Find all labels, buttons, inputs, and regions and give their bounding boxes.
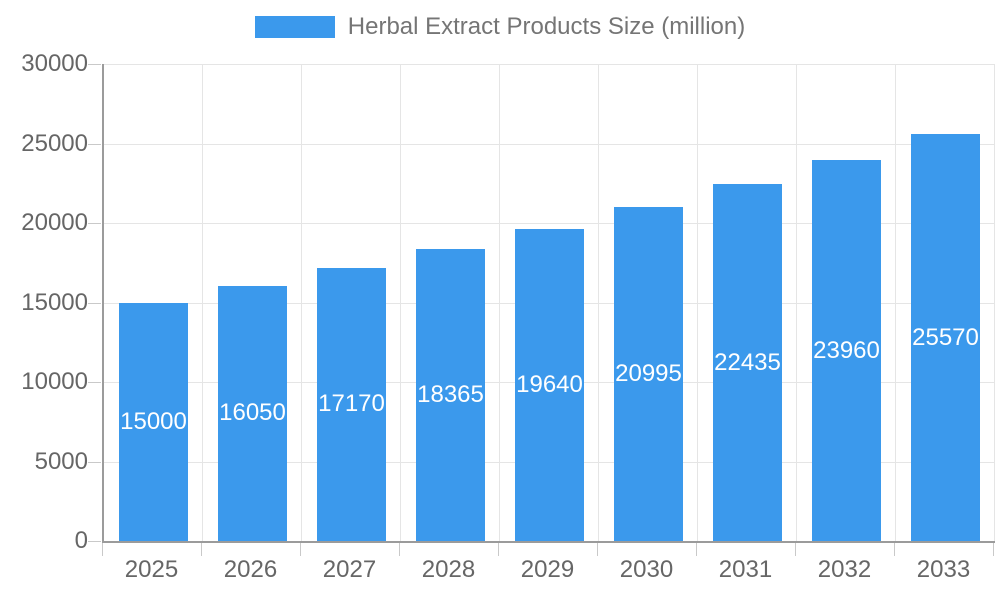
- bar-2031[interactable]: [712, 184, 783, 541]
- x-gridline: [202, 64, 203, 541]
- x-gridline: [994, 64, 995, 541]
- x-axis-tick-label: 2030: [619, 556, 674, 583]
- x-gridline: [697, 64, 698, 541]
- bar-2026[interactable]: [217, 285, 288, 541]
- bar-2029[interactable]: [514, 228, 585, 541]
- x-gridline: [796, 64, 797, 541]
- y-axis-tick-label: 5000: [34, 447, 88, 475]
- y-tick-mark: [88, 64, 101, 65]
- x-axis-tick-label: 2025: [124, 556, 179, 583]
- bar-value-label: 15000: [120, 407, 187, 435]
- x-tick-mark: [597, 543, 598, 556]
- x-tick-mark: [300, 543, 301, 556]
- y-gridline: [104, 223, 995, 224]
- y-tick-mark: [88, 223, 101, 224]
- legend-item[interactable]: Herbal Extract Products Size (million): [0, 14, 1000, 40]
- x-axis-tick-label: 2033: [916, 556, 971, 583]
- bar-2025[interactable]: [118, 302, 189, 541]
- x-axis-tick-label: 2032: [817, 556, 872, 583]
- x-axis-tick-label: 2027: [322, 556, 377, 583]
- x-tick-mark: [894, 543, 895, 556]
- x-axis-tick-label: 2029: [520, 556, 575, 583]
- x-axis-tick-label: 2028: [421, 556, 476, 583]
- y-axis-tick-label: 25000: [21, 129, 88, 157]
- y-tick-mark: [88, 302, 101, 304]
- x-tick-mark: [795, 543, 796, 556]
- bar-value-label: 16050: [219, 399, 286, 427]
- bar-value-label: 18365: [417, 380, 484, 408]
- y-axis-tick-label: 20000: [21, 209, 88, 236]
- x-tick-mark: [498, 543, 499, 556]
- bar-2030[interactable]: [613, 207, 684, 541]
- bar-value-label: 17170: [318, 390, 385, 418]
- x-tick-mark: [993, 543, 994, 556]
- x-tick-mark: [201, 543, 202, 556]
- legend-label: Herbal Extract Products Size (million): [347, 13, 746, 40]
- x-tick-mark: [696, 543, 697, 556]
- plot-area: 15000 16050 17170 18365 19640 20995 22435 23960…: [102, 64, 995, 543]
- y-tick-mark: [88, 461, 101, 463]
- x-axis-tick-label: 2031: [718, 556, 773, 583]
- x-gridline: [895, 64, 896, 541]
- legend-swatch-icon: [254, 16, 335, 38]
- bar-value-label: 23960: [813, 336, 880, 364]
- bar-value-label: 20995: [615, 360, 682, 388]
- x-gridline: [301, 64, 302, 541]
- x-tick-mark: [399, 543, 400, 556]
- y-gridline: [104, 64, 995, 65]
- bar-2027[interactable]: [316, 268, 387, 541]
- bar-value-label: 19640: [516, 370, 583, 398]
- x-tick-mark: [102, 543, 103, 556]
- bar-value-label: 25570: [912, 323, 979, 351]
- x-gridline: [598, 64, 599, 541]
- bar-value-label: 22435: [714, 348, 781, 376]
- y-gridline: [104, 143, 995, 145]
- y-axis-tick-label: 0: [74, 527, 88, 554]
- y-tick-mark: [88, 382, 101, 383]
- y-axis-tick-label: 10000: [21, 368, 88, 395]
- bar-2028[interactable]: [415, 249, 486, 541]
- x-axis-tick-label: 2026: [223, 556, 278, 583]
- y-axis-tick-label: 30000: [21, 50, 88, 77]
- y-tick-mark: [88, 541, 101, 542]
- x-gridline: [499, 64, 500, 541]
- bar-2033[interactable]: [910, 134, 981, 541]
- bar-2032[interactable]: [811, 160, 882, 541]
- x-gridline: [400, 64, 401, 541]
- y-axis-tick-label: 15000: [21, 288, 88, 316]
- y-tick-mark: [88, 143, 101, 145]
